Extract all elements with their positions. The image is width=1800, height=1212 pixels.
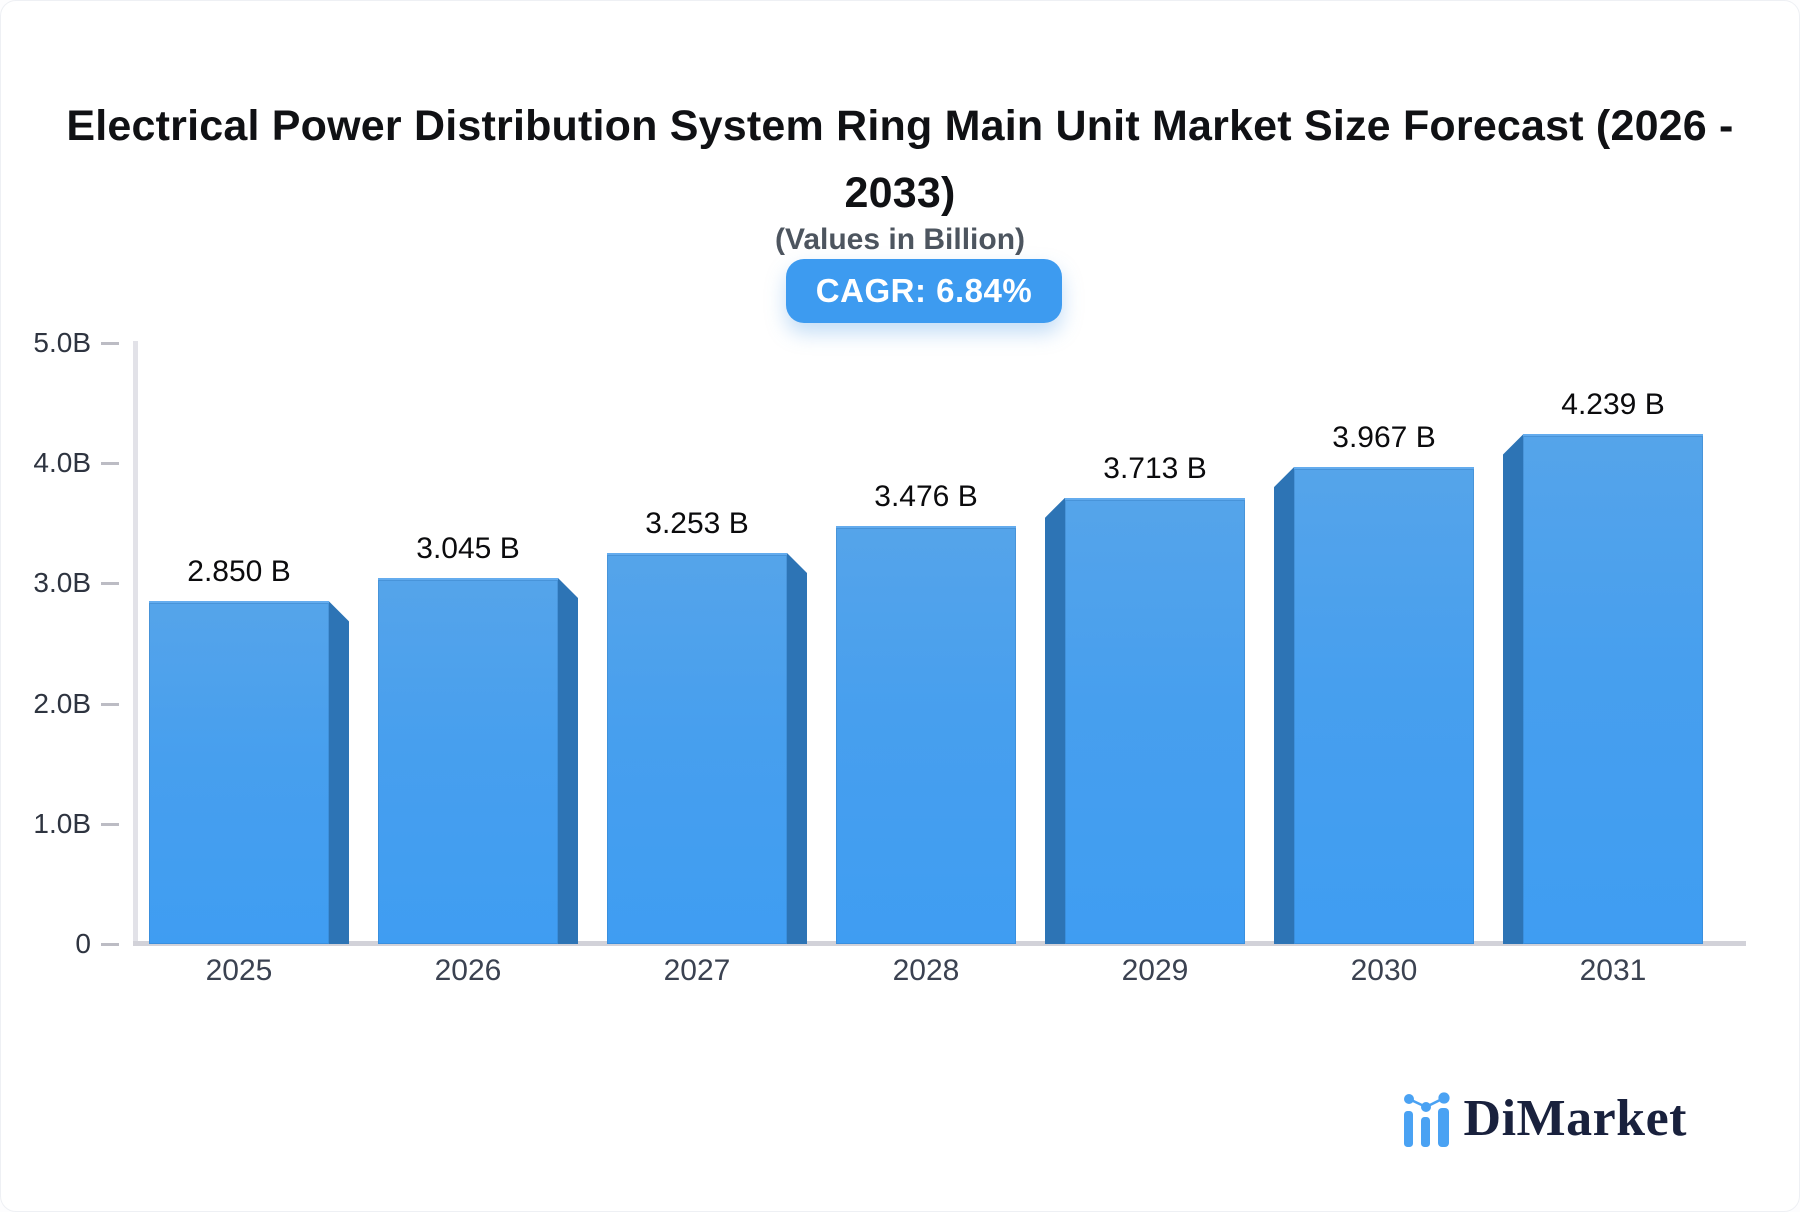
bar-2028[interactable] xyxy=(836,526,1016,944)
bar-value-label-2027: 3.253 B xyxy=(645,506,749,540)
bar-value-label-2025: 2.850 B xyxy=(187,555,291,589)
y-tick-label-0: 0 xyxy=(75,928,91,959)
x-axis-label-2029: 2029 xyxy=(1121,954,1189,987)
page-title-line1: Electrical Power Distribution System Rin… xyxy=(66,102,1734,150)
x-axis-label-2025: 2025 xyxy=(205,954,273,987)
y-tick-dash xyxy=(101,342,119,345)
y-tick-label-3.0B: 3.0B xyxy=(33,567,91,599)
bar-side-2029 xyxy=(1045,497,1065,944)
dimarket-bars-icon xyxy=(1403,1092,1450,1147)
bar-2030[interactable] xyxy=(1294,467,1474,944)
bar-value-label-2026: 3.045 B xyxy=(416,531,520,565)
bar-value-label-2031: 4.239 B xyxy=(1561,388,1665,422)
y-tick-dash xyxy=(101,462,119,466)
y-tick-dash xyxy=(101,943,119,946)
y-tick-label-1.0B: 1.0B xyxy=(33,807,91,839)
y-tick-label-5.0B: 5.0B xyxy=(33,327,91,358)
page-title: Electrical Power Distribution System Rin… xyxy=(1,93,1799,227)
y-tick-dash xyxy=(101,702,119,706)
x-axis-label-2027: 2027 xyxy=(663,954,731,987)
bar-side-2025 xyxy=(329,601,349,944)
x-axis-label-2030: 2030 xyxy=(1350,954,1418,987)
bar-value-label-2029: 3.713 B xyxy=(1103,451,1207,485)
cagr-badge: CAGR: 6.84% xyxy=(786,259,1062,323)
bar-2025[interactable] xyxy=(149,601,329,944)
y-tick-dash xyxy=(101,582,119,586)
y-tick-dash xyxy=(101,822,119,826)
y-tick-label-2.0B: 2.0B xyxy=(33,687,91,719)
bar-2027[interactable] xyxy=(607,552,787,944)
bar-2026[interactable] xyxy=(378,577,558,944)
x-axis-label-2031: 2031 xyxy=(1579,954,1647,987)
page-title-line2: 2033) xyxy=(844,169,956,217)
chart-subtitle: (Values in Billion) xyxy=(774,223,1026,256)
y-axis-line xyxy=(133,341,138,946)
bar-value-label-2028: 3.476 B xyxy=(874,480,978,514)
dimarket-logo-text: DiMarket xyxy=(1463,1090,1687,1147)
x-axis-label-2028: 2028 xyxy=(892,954,960,987)
bar-2031[interactable] xyxy=(1523,434,1703,944)
dimarket-logo: DiMarket xyxy=(1402,1091,1687,1147)
bar-side-2027 xyxy=(787,552,807,944)
bar-side-2026 xyxy=(558,577,578,944)
y-tick-label-4.0B: 4.0B xyxy=(33,447,91,479)
bar-value-label-2030: 3.967 B xyxy=(1332,421,1436,455)
bar-side-2030 xyxy=(1274,467,1294,944)
bar-2029[interactable] xyxy=(1065,497,1245,944)
x-axis-label-2026: 2026 xyxy=(434,954,502,987)
bar-side-2031 xyxy=(1503,434,1523,944)
